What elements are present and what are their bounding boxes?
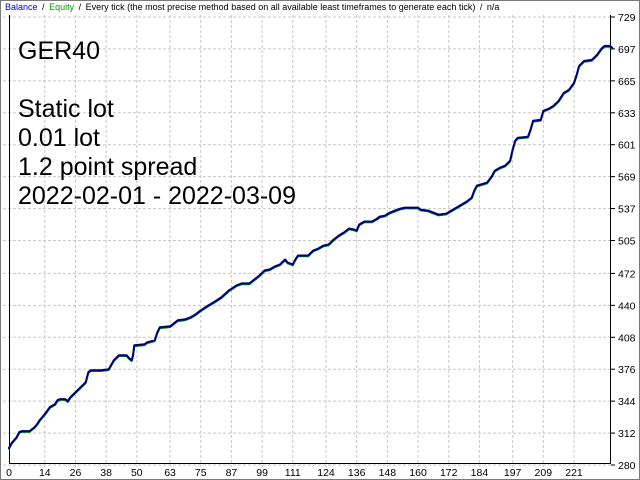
x-tick-label: 136 (348, 467, 366, 479)
legend-balance-label: Balance (5, 2, 38, 12)
x-tick-label: 0 (6, 467, 12, 479)
y-tick-label: 729 (618, 12, 636, 24)
y-tick-label: 697 (618, 44, 636, 56)
x-tick-label: 38 (100, 467, 112, 479)
y-tick-label: 408 (618, 332, 636, 344)
x-tick-label: 160 (409, 467, 427, 479)
chart-annotations: GER40 Static lot 0.01 lot 1.2 point spre… (18, 37, 296, 211)
legend-model-label: Every tick (the most precise method base… (85, 2, 476, 12)
x-tick-label: 26 (70, 467, 82, 479)
y-tick-label: 376 (618, 364, 636, 376)
x-tick-label: 99 (256, 467, 268, 479)
y-tick-label: 537 (618, 204, 636, 216)
x-tick-label: 209 (535, 467, 553, 479)
x-tick-label: 184 (471, 467, 489, 479)
x-tick-label: 148 (379, 467, 397, 479)
y-tick-label: 440 (618, 300, 636, 312)
lot-size-label: 0.01 lot (18, 124, 101, 152)
x-tick-label: 124 (317, 467, 335, 479)
lot-mode-label: Static lot (18, 95, 114, 123)
x-tick-label: 172 (440, 467, 458, 479)
spread-label: 1.2 point spread (18, 153, 198, 181)
x-tick-label: 14 (39, 467, 51, 479)
x-tick-label: 75 (195, 467, 207, 479)
x-tick-label: 63 (164, 467, 176, 479)
x-tick-label: 87 (226, 467, 238, 479)
legend-separator: / (42, 2, 45, 12)
x-tick-label: 221 (565, 467, 583, 479)
y-tick-label: 344 (618, 396, 636, 408)
y-tick-label: 569 (618, 172, 636, 184)
y-tick-label: 601 (618, 140, 636, 152)
legend-equity-label: Equity (49, 2, 75, 12)
graph-legend: Balance / Equity / Every tick (the most … (5, 1, 499, 14)
legend-na-label: n/a (486, 2, 500, 12)
y-tick-label: 505 (618, 236, 636, 248)
annotation-spacer (18, 66, 296, 95)
y-tick-label: 472 (618, 268, 636, 280)
legend-separator: / (479, 2, 483, 12)
test-period-label: 2022-02-01 - 2022-03-09 (18, 182, 296, 210)
x-tick-label: 50 (131, 467, 143, 479)
y-tick-label: 665 (618, 76, 636, 88)
y-tick-label: 280 (618, 460, 636, 472)
legend-separator: / (78, 2, 82, 12)
y-tick-label: 633 (618, 108, 636, 120)
symbol-label: GER40 (18, 37, 100, 65)
y-tick-label: 312 (618, 428, 636, 440)
balance-line (8, 44, 614, 449)
x-tick-label: 111 (285, 467, 301, 479)
x-tick-label: 197 (504, 467, 522, 479)
